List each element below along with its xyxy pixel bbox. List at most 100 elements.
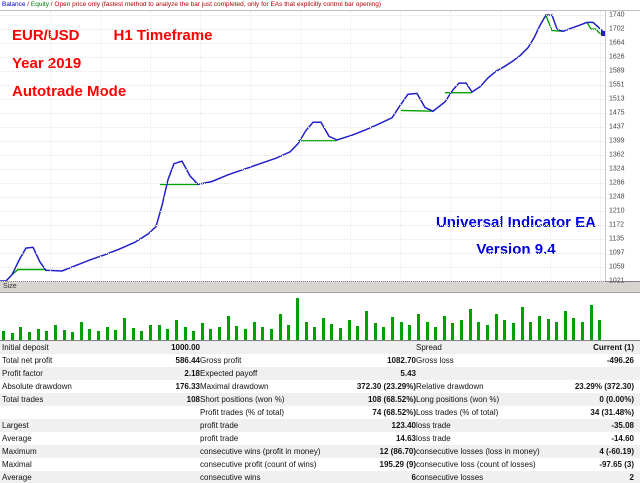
stat-value: -14.60 bbox=[564, 432, 634, 445]
stat-value bbox=[122, 432, 200, 445]
size-bar bbox=[227, 316, 230, 340]
stat-label: Total trades bbox=[2, 393, 122, 406]
stat-label: Absolute drawdown bbox=[2, 380, 122, 393]
legend-equity-label: Equity bbox=[31, 1, 49, 8]
stat-value bbox=[122, 458, 200, 471]
stat-label: loss trade bbox=[416, 432, 564, 445]
horizontal-grid-line bbox=[0, 211, 605, 212]
y-axis-label: 1324 bbox=[609, 165, 625, 172]
stat-value: 108 (68.52%) bbox=[348, 393, 416, 406]
size-bar bbox=[97, 331, 100, 340]
size-bar bbox=[330, 324, 333, 340]
legend-balance-label: Balance bbox=[2, 1, 26, 8]
size-bar bbox=[572, 318, 575, 340]
size-bar bbox=[11, 333, 14, 340]
balance-chart: EUR/USDH1 Timeframe Year 2019 Autotrade … bbox=[0, 10, 640, 282]
vertical-grid-line bbox=[450, 11, 451, 281]
size-bar bbox=[356, 326, 359, 340]
size-bar bbox=[88, 329, 91, 340]
table-row: Profit factor2.18Expected payoff5.43 bbox=[0, 367, 640, 380]
stat-label: profit trade bbox=[200, 419, 348, 432]
stat-value: 108 bbox=[122, 393, 200, 406]
size-bar bbox=[598, 320, 601, 340]
horizontal-grid-line bbox=[0, 267, 605, 268]
stat-value bbox=[122, 406, 200, 419]
size-bar bbox=[408, 325, 411, 340]
size-bar bbox=[460, 320, 463, 340]
size-bar bbox=[37, 329, 40, 340]
horizontal-grid-line bbox=[0, 113, 605, 114]
y-axis-label: 1475 bbox=[609, 110, 625, 117]
y-axis-label: 1664 bbox=[609, 40, 625, 47]
stat-label: Gross loss bbox=[416, 354, 564, 367]
stat-value: 4 (-60.19) bbox=[564, 445, 634, 458]
size-bar bbox=[538, 316, 541, 340]
stat-label: Expected payoff bbox=[200, 367, 348, 380]
table-row: Initial deposit1000.00SpreadCurrent (1) bbox=[0, 341, 640, 354]
size-panel-label: Size bbox=[3, 283, 17, 290]
horizontal-grid-line bbox=[0, 99, 605, 100]
size-bar bbox=[244, 329, 247, 340]
size-bar bbox=[166, 329, 169, 340]
y-axis-label: 1589 bbox=[609, 67, 625, 74]
stat-label: Maximum bbox=[2, 445, 122, 458]
stat-value bbox=[122, 445, 200, 458]
stat-value: 12 (86.70) bbox=[348, 445, 416, 458]
y-axis-label: 1437 bbox=[609, 124, 625, 131]
stat-label: consecutive profit (count of wins) bbox=[200, 458, 348, 471]
stat-value: 1000.00 bbox=[122, 341, 200, 354]
table-row: Total trades108Short positions (won %)10… bbox=[0, 393, 640, 406]
size-bar bbox=[382, 327, 385, 340]
y-axis-label: 1286 bbox=[609, 179, 625, 186]
stat-label: consecutive losses (loss in money) bbox=[416, 445, 564, 458]
equity-line bbox=[12, 270, 46, 275]
size-bar bbox=[261, 327, 264, 340]
vertical-grid-line bbox=[150, 11, 151, 281]
size-bar bbox=[71, 332, 74, 340]
size-bar bbox=[114, 330, 117, 340]
stat-label: Average bbox=[2, 471, 122, 483]
stat-value: 586.44 bbox=[122, 354, 200, 367]
stat-label: Total net profit bbox=[2, 354, 122, 367]
vertical-grid-line bbox=[350, 11, 351, 281]
size-bar bbox=[417, 314, 420, 340]
y-axis-border bbox=[605, 11, 606, 281]
y-axis-label: 1399 bbox=[609, 138, 625, 145]
y-axis-label: 1702 bbox=[609, 26, 625, 33]
size-bar bbox=[235, 326, 238, 340]
stat-label: Spread bbox=[416, 341, 564, 354]
size-bar bbox=[28, 332, 31, 340]
stat-label: Profit trades (% of total) bbox=[200, 406, 348, 419]
y-axis-label: 1740 bbox=[609, 12, 625, 19]
stat-value: 34 (31.48%) bbox=[564, 406, 634, 419]
size-bar bbox=[2, 331, 5, 340]
stat-label: Long positions (won %) bbox=[416, 393, 564, 406]
stat-value bbox=[122, 471, 200, 483]
stat-label: profit trade bbox=[200, 432, 348, 445]
horizontal-grid-line bbox=[0, 197, 605, 198]
size-bar bbox=[132, 328, 135, 340]
size-bar bbox=[106, 327, 109, 340]
ea-watermark: Universal Indicator EA Version 9.4 bbox=[436, 209, 596, 263]
stat-label: Largest bbox=[2, 419, 122, 432]
stat-value: 176.33 bbox=[122, 380, 200, 393]
size-bar bbox=[279, 314, 282, 340]
stat-label: Gross profit bbox=[200, 354, 348, 367]
size-bar bbox=[80, 322, 83, 340]
size-bar bbox=[19, 327, 22, 340]
stat-label: consecutive wins bbox=[200, 471, 348, 483]
horizontal-grid-line bbox=[0, 29, 605, 30]
size-bar bbox=[253, 322, 256, 340]
stat-label bbox=[2, 406, 122, 419]
stat-value: -97.65 (3) bbox=[564, 458, 634, 471]
stat-value: 74 (68.52%) bbox=[348, 406, 416, 419]
horizontal-grid-line bbox=[0, 71, 605, 72]
y-axis-label: 1248 bbox=[609, 194, 625, 201]
size-bar bbox=[451, 323, 454, 340]
size-bar bbox=[564, 311, 567, 340]
vertical-grid-line bbox=[50, 11, 51, 281]
stat-label: Profit factor bbox=[2, 367, 122, 380]
size-bar bbox=[434, 327, 437, 340]
y-axis-label: 1059 bbox=[609, 263, 625, 270]
stat-label: Maximal bbox=[2, 458, 122, 471]
